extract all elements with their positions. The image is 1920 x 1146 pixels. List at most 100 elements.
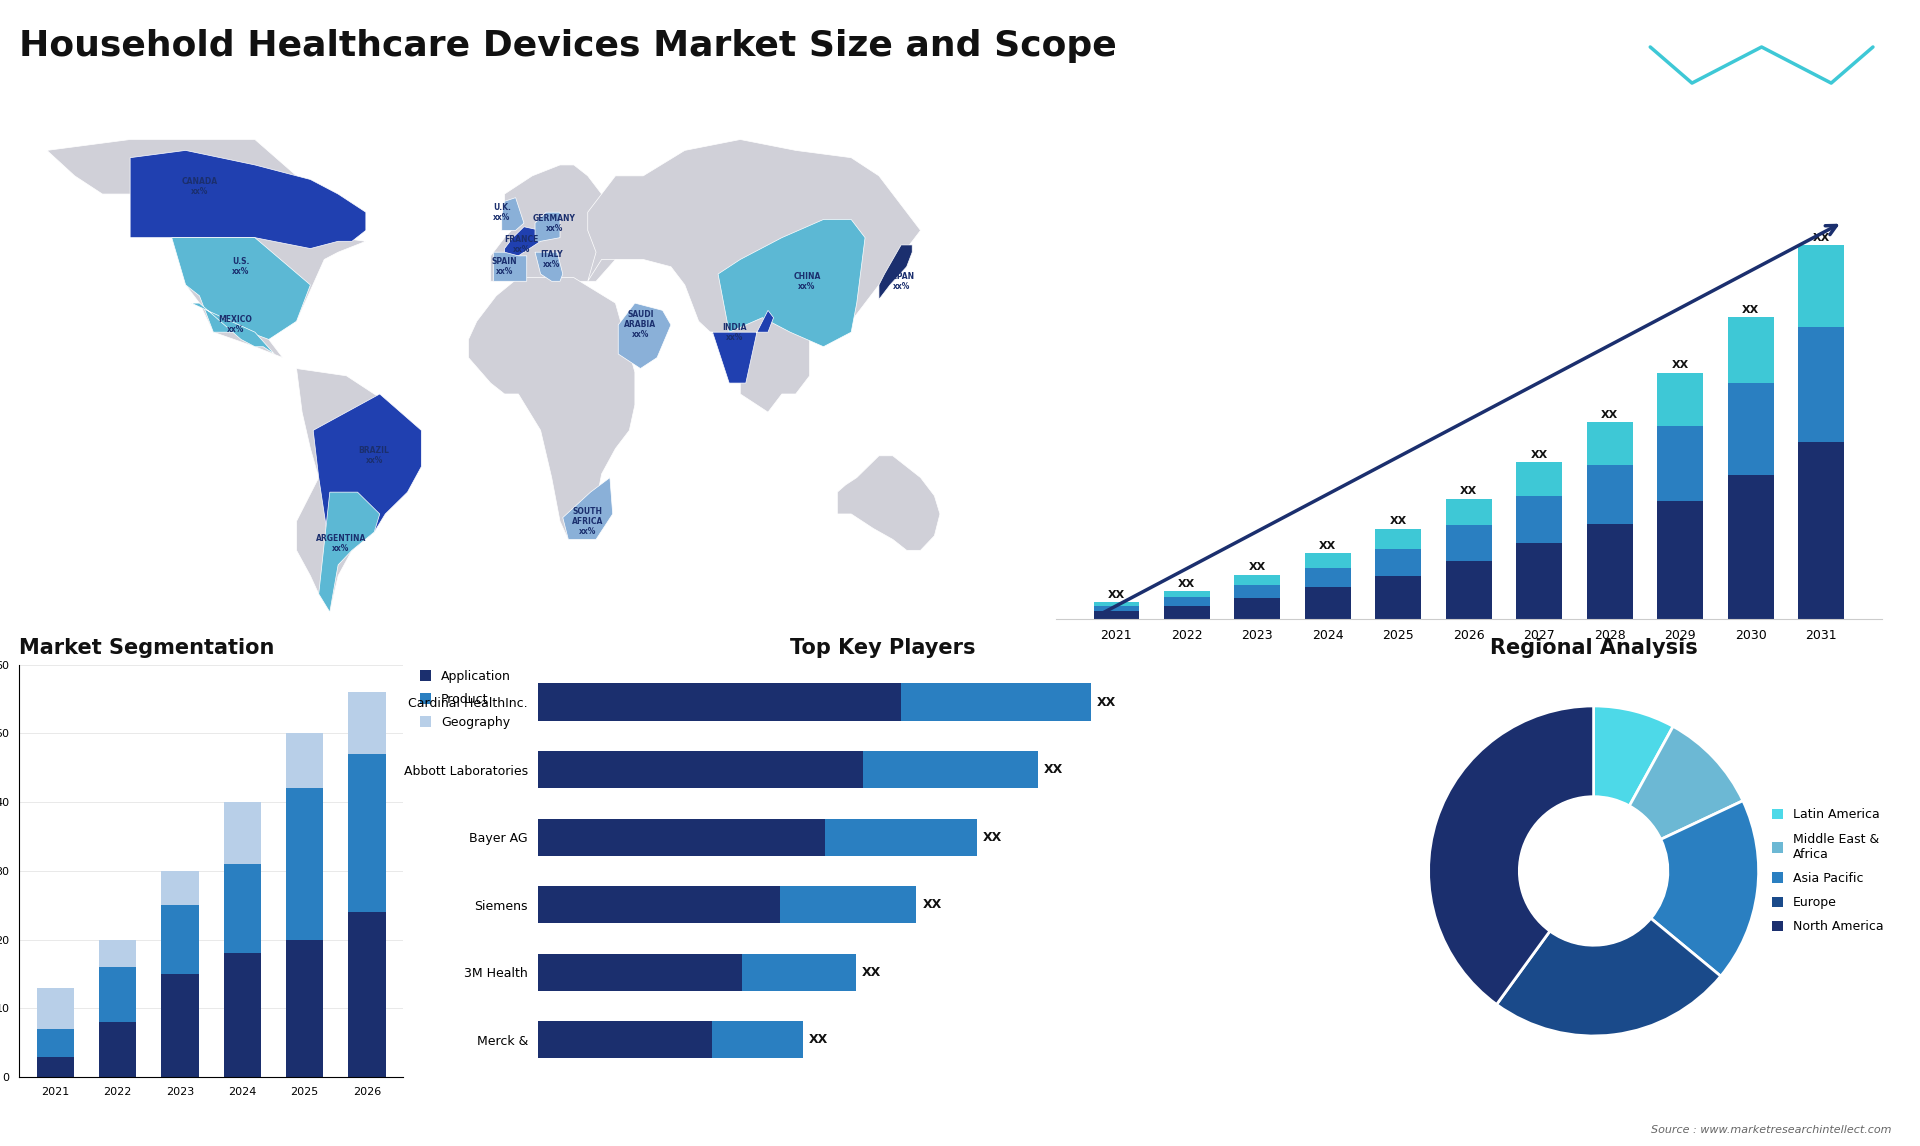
Text: XX: XX	[808, 1034, 828, 1046]
Text: U.S.
xx%: U.S. xx%	[232, 257, 250, 276]
Bar	[1375, 576, 1421, 619]
Circle shape	[1519, 796, 1668, 945]
Bar	[286, 733, 323, 788]
Bar	[538, 953, 743, 991]
Text: XX: XX	[1741, 305, 1759, 315]
Polygon shape	[46, 140, 367, 358]
Text: XX: XX	[1108, 590, 1125, 599]
Bar	[161, 871, 200, 905]
Bar	[286, 788, 323, 940]
Text: XX: XX	[1248, 563, 1265, 572]
Polygon shape	[192, 303, 275, 354]
Polygon shape	[468, 277, 636, 540]
Polygon shape	[493, 252, 526, 281]
Bar	[1728, 383, 1774, 474]
Bar	[223, 864, 261, 953]
Bar	[538, 751, 864, 788]
Polygon shape	[505, 227, 541, 256]
Text: XX: XX	[1672, 361, 1690, 370]
Bar	[1306, 554, 1352, 567]
Bar	[538, 886, 780, 924]
Bar	[1306, 588, 1352, 619]
Text: U.K.
xx%: U.K. xx%	[493, 203, 511, 221]
Bar	[36, 988, 75, 1029]
Bar	[538, 1021, 712, 1059]
Polygon shape	[536, 252, 563, 281]
Text: XX: XX	[1812, 233, 1830, 243]
Polygon shape	[536, 212, 561, 242]
Bar	[1517, 496, 1563, 543]
Bar	[1517, 543, 1563, 619]
Text: CANADA
xx%: CANADA xx%	[180, 178, 217, 196]
Text: XX: XX	[983, 831, 1002, 843]
Text: BRAZIL
xx%: BRAZIL xx%	[359, 446, 390, 465]
Bar	[348, 912, 386, 1077]
Polygon shape	[131, 150, 367, 249]
Bar	[1235, 584, 1281, 598]
Bar	[1164, 591, 1210, 597]
Bar	[1799, 442, 1843, 619]
Bar	[1446, 525, 1492, 562]
Text: Household Healthcare Devices Market Size and Scope: Household Healthcare Devices Market Size…	[19, 29, 1117, 63]
Polygon shape	[837, 456, 941, 550]
Text: SAUDI
ARABIA
xx%: SAUDI ARABIA xx%	[624, 311, 657, 339]
Text: SPAIN
xx%: SPAIN xx%	[492, 257, 516, 276]
Title: Top Key Players: Top Key Players	[791, 637, 975, 658]
Bar	[1728, 474, 1774, 619]
Bar	[1799, 245, 1843, 328]
Bar	[538, 818, 826, 856]
Bar	[1586, 524, 1632, 619]
Bar	[712, 1021, 803, 1059]
Bar	[1306, 567, 1352, 588]
Bar	[1094, 611, 1139, 619]
Text: XX: XX	[1390, 517, 1407, 526]
Polygon shape	[296, 369, 420, 612]
Wedge shape	[1630, 727, 1743, 839]
Bar	[1094, 603, 1139, 606]
Bar	[36, 1029, 75, 1057]
Text: XX: XX	[862, 966, 881, 979]
Bar	[538, 683, 900, 721]
Text: XX: XX	[1461, 486, 1476, 496]
Bar	[1799, 328, 1843, 442]
Bar	[223, 953, 261, 1077]
Bar	[1235, 575, 1281, 584]
Polygon shape	[718, 220, 866, 347]
Bar	[100, 940, 136, 967]
Text: XX: XX	[1044, 763, 1064, 776]
Bar	[161, 974, 200, 1077]
Text: FRANCE
xx%: FRANCE xx%	[503, 235, 538, 254]
Polygon shape	[319, 492, 380, 612]
Wedge shape	[1594, 706, 1672, 806]
Bar	[1375, 529, 1421, 549]
Wedge shape	[1651, 801, 1759, 976]
Bar	[161, 905, 200, 974]
Text: XX: XX	[1096, 696, 1116, 708]
Legend: Latin America, Middle East &
Africa, Asia Pacific, Europe, North America: Latin America, Middle East & Africa, Asi…	[1766, 803, 1889, 939]
Text: INDIA
xx%: INDIA xx%	[722, 323, 747, 342]
Bar	[1657, 374, 1703, 425]
Bar	[743, 953, 856, 991]
Text: Source : www.marketresearchintellect.com: Source : www.marketresearchintellect.com	[1651, 1124, 1891, 1135]
Text: ITALY
xx%: ITALY xx%	[540, 250, 563, 269]
Bar	[1657, 425, 1703, 501]
Text: XX: XX	[922, 898, 941, 911]
Polygon shape	[563, 478, 612, 540]
Bar	[1164, 606, 1210, 619]
Bar	[348, 754, 386, 912]
Bar	[1235, 598, 1281, 619]
Bar	[1446, 499, 1492, 525]
Bar	[1657, 501, 1703, 619]
Bar	[826, 818, 977, 856]
Bar	[1517, 462, 1563, 496]
Polygon shape	[707, 311, 774, 383]
Text: ARGENTINA
xx%: ARGENTINA xx%	[315, 534, 367, 552]
Bar	[1094, 606, 1139, 611]
Polygon shape	[879, 245, 912, 299]
Polygon shape	[501, 197, 524, 230]
Bar	[100, 967, 136, 1022]
Legend: Application, Product, Geography: Application, Product, Geography	[415, 665, 516, 733]
Text: GERMANY
xx%: GERMANY xx%	[534, 213, 576, 233]
Text: XX: XX	[1530, 449, 1548, 460]
Bar	[780, 886, 916, 924]
